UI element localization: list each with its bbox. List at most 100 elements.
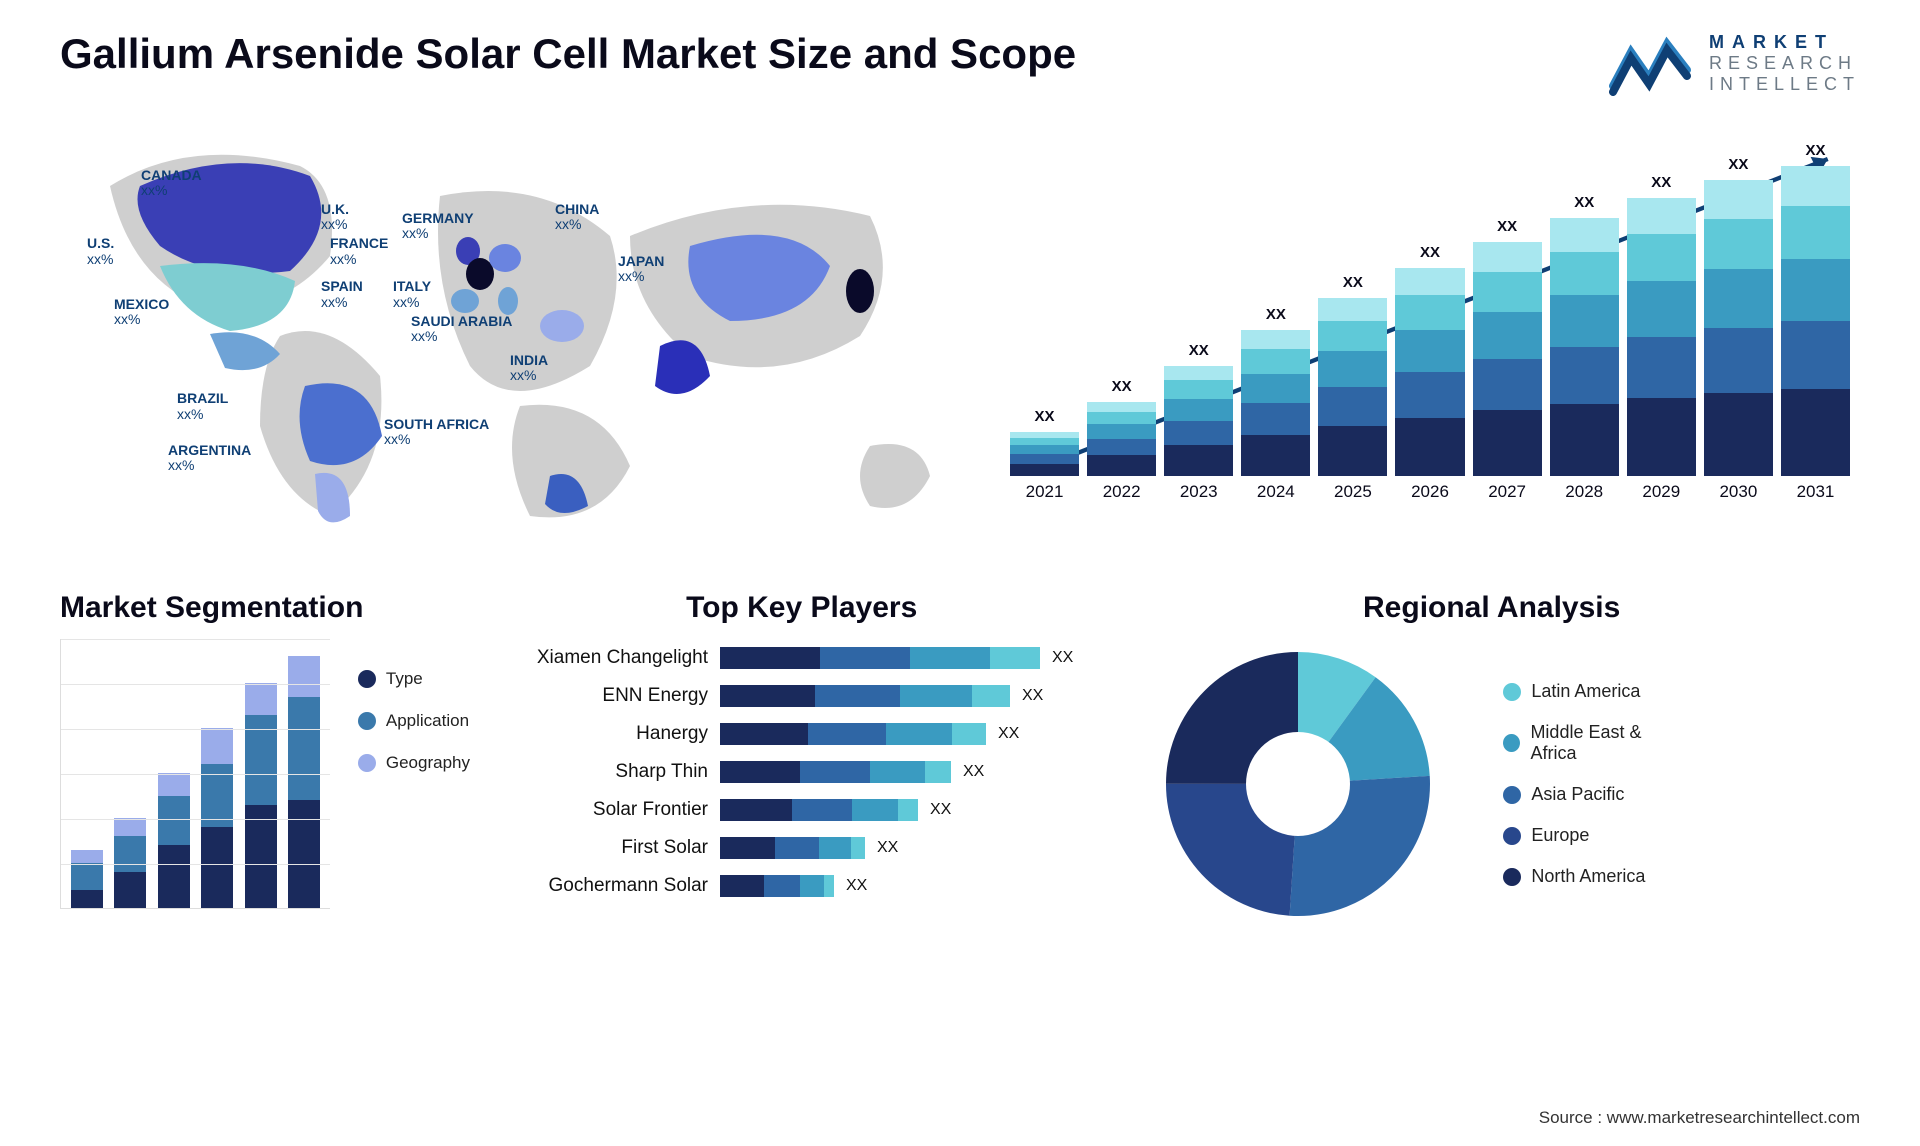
seg-ytick: 40: [60, 721, 61, 737]
regional-donut-chart: [1153, 639, 1443, 929]
segmentation-bar: [288, 656, 320, 908]
forecast-bar: XX: [1781, 166, 1850, 476]
map-label: SAUDI ARABIAxx%: [411, 314, 512, 345]
forecast-bar: XX: [1550, 218, 1619, 476]
forecast-bar-label: XX: [1781, 142, 1850, 159]
world-map-panel: CANADAxx% U.S.xx% MEXICOxx% BRAZILxx% ARGENT…: [60, 116, 960, 546]
player-name: Xiamen Changelight: [530, 647, 720, 669]
map-label: CANADAxx%: [141, 168, 202, 199]
legend-label: Application: [386, 711, 469, 731]
forecast-bar-label: XX: [1318, 274, 1387, 291]
legend-item: Middle East & Africa: [1503, 722, 1683, 764]
player-row: First SolarXX: [530, 829, 1073, 867]
forecast-year-label: 2022: [1087, 482, 1156, 502]
map-label: GERMANYxx%: [402, 211, 474, 242]
player-value: XX: [951, 763, 984, 781]
legend-label: North America: [1531, 866, 1645, 887]
seg-ytick: 0: [60, 901, 61, 909]
legend-dot-icon: [1503, 868, 1521, 886]
forecast-bar-label: XX: [1473, 218, 1542, 235]
forecast-bar-label: XX: [1550, 194, 1619, 211]
players-bar-chart: Xiamen ChangelightXXENN EnergyXXHanergyX…: [530, 639, 1073, 905]
map-label: U.S.xx%: [87, 236, 114, 267]
forecast-bar: XX: [1318, 298, 1387, 476]
player-row: Xiamen Changelight XX: [530, 639, 1073, 677]
player-value: XX: [1040, 649, 1073, 667]
legend-dot-icon: [1503, 827, 1521, 845]
forecast-year-label: 2024: [1241, 482, 1310, 502]
forecast-bar-label: XX: [1087, 378, 1156, 395]
player-row: Sharp ThinXX: [530, 753, 1073, 791]
player-row: ENN EnergyXX: [530, 677, 1073, 715]
forecast-bar: XX: [1241, 330, 1310, 476]
legend-label: Middle East & Africa: [1530, 722, 1683, 764]
brand-logo-icon: [1609, 30, 1695, 96]
map-label: FRANCExx%: [330, 236, 388, 267]
forecast-year-label: 2021: [1010, 482, 1079, 502]
map-label: MEXICOxx%: [114, 297, 169, 328]
legend-item: Application: [358, 711, 470, 731]
legend-dot-icon: [1503, 786, 1521, 804]
forecast-year-label: 2029: [1627, 482, 1696, 502]
forecast-bar-label: XX: [1010, 408, 1079, 425]
legend-label: Geography: [386, 753, 470, 773]
legend-item: North America: [1503, 866, 1683, 887]
seg-ytick: 20: [60, 811, 61, 827]
legend-label: Europe: [1531, 825, 1589, 846]
legend-dot-icon: [358, 712, 376, 730]
forecast-bar-label: XX: [1241, 306, 1310, 323]
forecast-bar-chart: XXXXXXXXXXXXXXXXXXXXXX: [1000, 136, 1860, 476]
forecast-bar-label: XX: [1395, 244, 1464, 261]
forecast-bar-label: XX: [1704, 156, 1773, 173]
forecast-year-label: 2023: [1164, 482, 1233, 502]
forecast-year-label: 2025: [1318, 482, 1387, 502]
legend-item: Asia Pacific: [1503, 784, 1683, 805]
map-label: ITALYxx%: [393, 279, 431, 310]
forecast-bar-label: XX: [1164, 342, 1233, 359]
player-value: XX: [918, 801, 951, 819]
map-label: ARGENTINAxx%: [168, 443, 251, 474]
forecast-bar: XX: [1395, 268, 1464, 476]
segmentation-chart: 202120222023202420252026 0102030405060: [60, 639, 330, 909]
segmentation-bar: [71, 850, 103, 909]
page-title: Gallium Arsenide Solar Cell Market Size …: [60, 30, 1076, 78]
player-row: Hanergy XX: [530, 715, 1073, 753]
map-label: JAPANxx%: [618, 254, 664, 285]
forecast-year-label: 2030: [1704, 482, 1773, 502]
legend-item: Latin America: [1503, 681, 1683, 702]
regional-panel: Regional Analysis Latin AmericaMiddle Ea…: [1123, 591, 1860, 929]
legend-label: Type: [386, 669, 423, 689]
forecast-chart-panel: XXXXXXXXXXXXXXXXXXXXXX 20212022202320242…: [1000, 116, 1860, 546]
forecast-x-labels: 2021202220232024202520262027202820292030…: [1000, 476, 1860, 502]
brand-logo: MARKET RESEARCH INTELLECT: [1609, 30, 1860, 96]
player-name: Hanergy: [530, 723, 720, 745]
legend-item: Geography: [358, 753, 470, 773]
legend-item: Europe: [1503, 825, 1683, 846]
forecast-year-label: 2027: [1473, 482, 1542, 502]
map-label: SPAINxx%: [321, 279, 363, 310]
segmentation-bar: [158, 773, 190, 908]
legend-dot-icon: [1503, 734, 1520, 752]
player-row: Gochermann SolarXX: [530, 867, 1073, 905]
player-value: XX: [834, 877, 867, 895]
player-value: XX: [1010, 687, 1043, 705]
legend-dot-icon: [358, 670, 376, 688]
legend-label: Asia Pacific: [1531, 784, 1624, 805]
forecast-bar-label: XX: [1627, 174, 1696, 191]
segmentation-bar: [201, 728, 233, 908]
map-label: BRAZILxx%: [177, 391, 228, 422]
player-name: First Solar: [530, 837, 720, 859]
forecast-bar: XX: [1164, 366, 1233, 476]
map-label: INDIAxx%: [510, 353, 548, 384]
forecast-year-label: 2026: [1395, 482, 1464, 502]
legend-item: Type: [358, 669, 470, 689]
map-label: SOUTH AFRICAxx%: [384, 417, 489, 448]
player-row: Solar FrontierXX: [530, 791, 1073, 829]
forecast-bar: XX: [1010, 432, 1079, 476]
source-credit: Source : www.marketresearchintellect.com: [1539, 1108, 1860, 1128]
map-label: CHINAxx%: [555, 202, 599, 233]
player-value: XX: [986, 725, 1019, 743]
segmentation-title: Market Segmentation: [60, 591, 480, 625]
brand-logo-text: MARKET RESEARCH INTELLECT: [1709, 32, 1860, 95]
forecast-bar: XX: [1627, 198, 1696, 476]
